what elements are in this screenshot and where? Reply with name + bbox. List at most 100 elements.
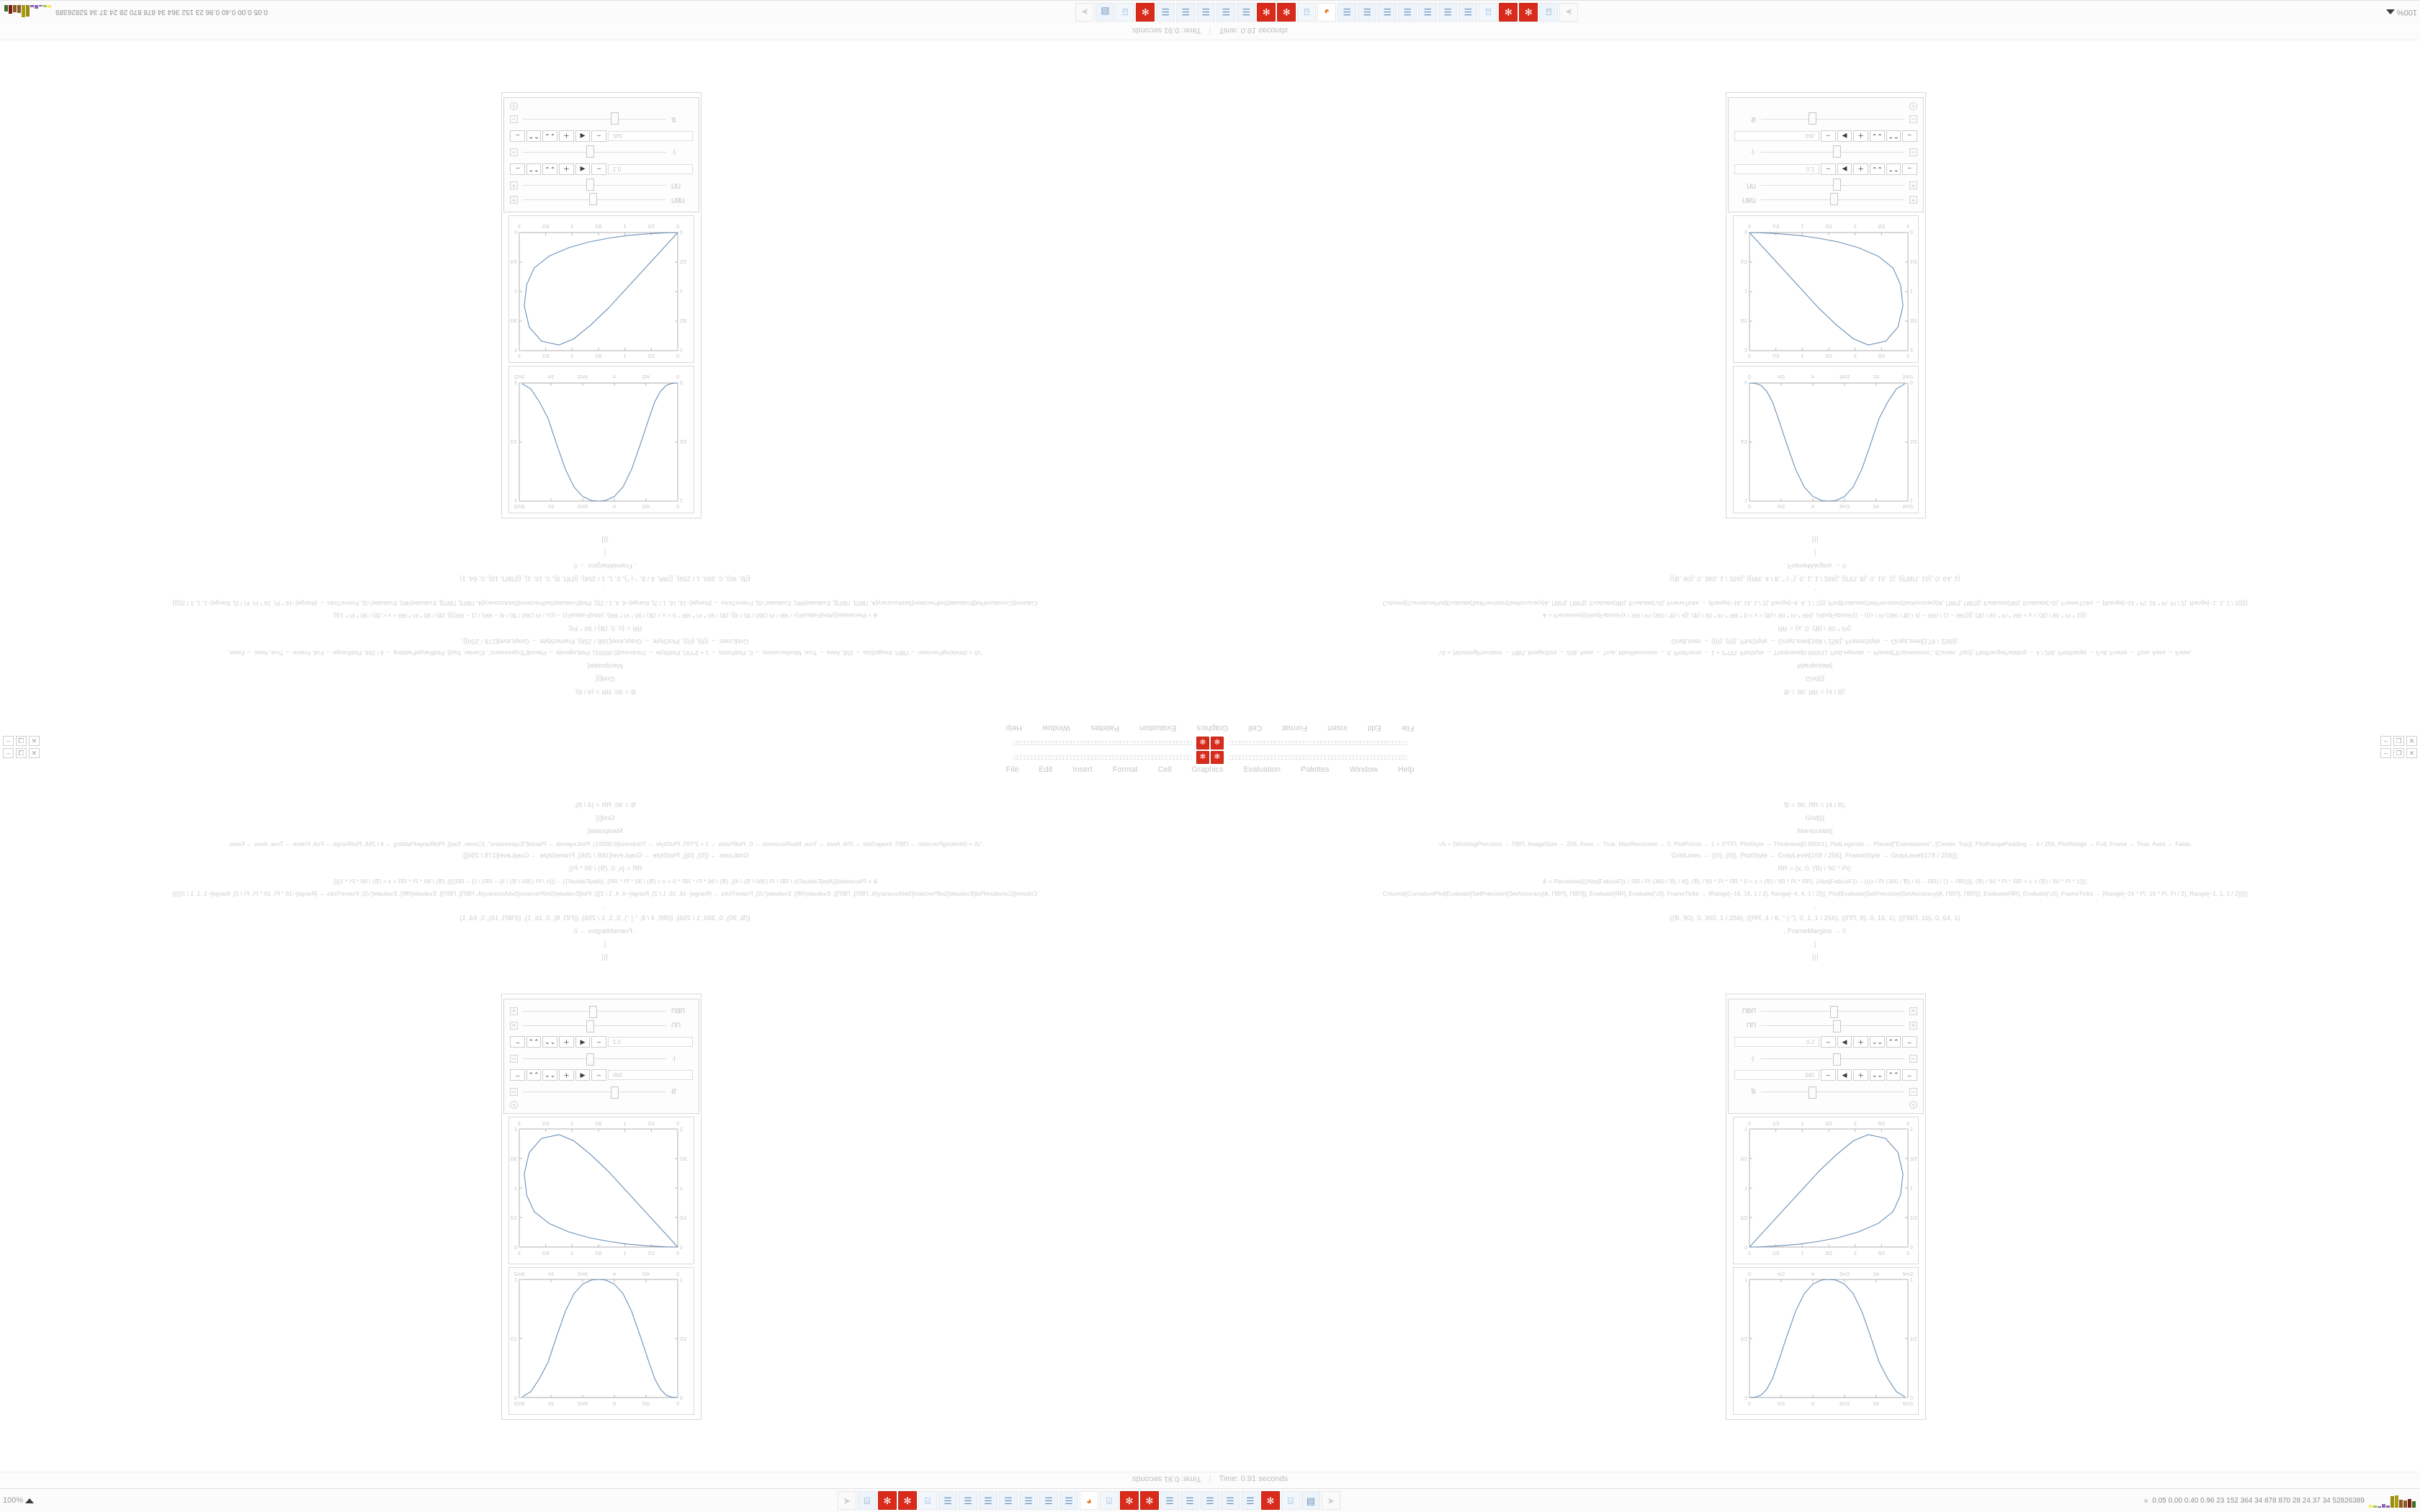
manipulate-button-4[interactable]: ⌃⌃ bbox=[1886, 130, 1901, 142]
manipulate-value-field[interactable]: 0.2 bbox=[607, 1037, 693, 1047]
manipulate-button-4[interactable]: ⌃⌃ bbox=[526, 1069, 542, 1081]
calculator-icon-3[interactable]: ⌸ bbox=[1116, 3, 1135, 22]
calculator-icon-2[interactable]: ⌸ bbox=[1297, 3, 1317, 22]
manipulate-button-4[interactable]: ⌃⌃ bbox=[1886, 1036, 1901, 1048]
notebook-window-icon-5[interactable]: ☰ bbox=[1378, 3, 1397, 22]
manipulate-output-cell[interactable]: 0 0 π/2 π/2 π π 3π/2 3π/2 2π 2π 5π/2 5π/2 0 0 1/2 1/2 1 1… bbox=[501, 92, 702, 518]
slider-expand-button[interactable]: + bbox=[1909, 196, 1917, 204]
taskbar-bottom-icons[interactable]: ➤ ⌸ ✻ ✻ ⌸ ☰ ☰ ☰ ☰ ☰ ☰ ☰ ◕ ⌸ ✻ ✻ ☰ ☰ ☰ ☰ ☰ ✻ ⌸ ▤ ➤ bbox=[34, 1491, 2144, 1510]
app-launcher-icon[interactable]: ➤ bbox=[837, 1491, 856, 1510]
manipulate-button-0[interactable]: – bbox=[1821, 1069, 1836, 1081]
slider-track[interactable] bbox=[523, 193, 666, 206]
slider-expand-button[interactable]: – bbox=[1909, 115, 1917, 124]
slider-theta[interactable]: Ɓ – bbox=[1734, 112, 1917, 127]
slider-thumb[interactable] bbox=[1808, 1086, 1816, 1099]
mathematica-kernel-icon-2[interactable]: ✻ bbox=[1499, 3, 1518, 22]
calculator-icon[interactable]: ⌸ bbox=[1479, 3, 1498, 22]
calculator-icon[interactable]: ⌸ bbox=[918, 1491, 937, 1510]
menu-item-edit[interactable]: Edit bbox=[1039, 765, 1053, 774]
maximize-button-3[interactable]: ❐ bbox=[2393, 736, 2404, 746]
manipulate-button-3[interactable]: ⌄⌄ bbox=[1870, 163, 1885, 175]
notebook-window-icon-8[interactable]: ☰ bbox=[1160, 1491, 1179, 1510]
manipulate-button-4[interactable]: ⌃⌃ bbox=[526, 130, 542, 142]
notebook-window-icon-3[interactable]: ☰ bbox=[978, 1491, 998, 1510]
menu-item-palettes[interactable]: Palettes bbox=[1300, 765, 1330, 774]
slider-track[interactable] bbox=[1761, 1005, 1904, 1018]
slider-expand-button[interactable]: + bbox=[510, 1007, 518, 1015]
slider-expand-button[interactable]: – bbox=[510, 1087, 518, 1096]
window-controls-left-row1[interactable]: ✕ ❐ – bbox=[3, 736, 40, 746]
menu-item-window[interactable]: Window bbox=[1042, 724, 1071, 732]
window-titlebar-bottom[interactable]: Time: 0.91 seconds | Time: 0.91 seconds bbox=[0, 1472, 2420, 1488]
slider-rr[interactable]: ·|· – bbox=[510, 1051, 693, 1066]
slider-pvp[interactable]: ПВП + bbox=[1734, 1004, 1917, 1018]
menu-item-file[interactable]: File bbox=[1005, 765, 1019, 774]
notebook-window-icon-9[interactable]: ☰ bbox=[1216, 3, 1236, 22]
manipulate-button-4[interactable]: ⌃⌃ bbox=[1886, 1069, 1901, 1081]
archive-icon[interactable]: ▤ bbox=[1095, 3, 1115, 22]
manipulate-button-2[interactable]: ＋ bbox=[559, 163, 574, 175]
chevron-down-icon[interactable] bbox=[2385, 9, 2395, 15]
manipulate-button-0[interactable]: – bbox=[591, 1069, 606, 1081]
buttons-row-2[interactable]: 345– ◀ ＋ ⌄⌄ ⌃⌃ ← bbox=[1734, 128, 1917, 144]
manipulate-button-5[interactable]: ← bbox=[1902, 163, 1917, 175]
kernel-status-icon-3[interactable]: ✻ bbox=[1196, 751, 1209, 764]
slider-pvp[interactable]: ПВП + bbox=[1734, 193, 1917, 207]
notebook-quadrant-top-right[interactable]: 0 0 π/2 π/2 π π 3π/2 3π/2 2π 2π 5π/2 5π/2 0 0 1/2 1/2 1 1… bbox=[1721, 72, 1930, 518]
mathematica-kernel-icon-2[interactable]: ✻ bbox=[897, 1491, 917, 1510]
code-block-bottom-left[interactable]: Ɓ = 90; ЯR = (4 / 8); Grid[{{Manipulate[⤥… bbox=[29, 799, 1181, 964]
notebook-window-icon-5[interactable]: ☰ bbox=[1018, 1491, 1038, 1510]
slider-thumb[interactable] bbox=[611, 112, 619, 125]
slider-track[interactable] bbox=[523, 1005, 666, 1018]
code-block-top-left[interactable]: Ɓ = 90; ЯR = (4 / 8); Grid[{{Manipulate[⤥… bbox=[29, 533, 1181, 698]
menu-item-insert[interactable]: Insert bbox=[1072, 765, 1093, 774]
manipulate-button-4[interactable]: ⌃⌃ bbox=[526, 163, 542, 175]
notebook-window-icon-2[interactable]: ☰ bbox=[1438, 3, 1458, 22]
manipulate-button-3[interactable]: ⌄⌄ bbox=[1870, 1036, 1885, 1048]
window-controls-right[interactable]: – ❐ ✕ – ❐ ✕ bbox=[2380, 736, 2417, 758]
manipulate-button-1[interactable]: ◀ bbox=[1837, 1069, 1852, 1081]
notebook-window-icon-6[interactable]: ☰ bbox=[1039, 1491, 1058, 1510]
firefox-icon[interactable]: ◕ bbox=[1317, 3, 1337, 22]
terminal-icon[interactable]: ⌸ bbox=[857, 1491, 877, 1510]
mathematica-kernel-icon-3[interactable]: ✻ bbox=[1119, 1491, 1139, 1510]
chevron-up-icon[interactable] bbox=[25, 1498, 35, 1503]
firefox-icon[interactable]: ◕ bbox=[1079, 1491, 1098, 1510]
slider-track[interactable] bbox=[1761, 1053, 1904, 1066]
manipulate-button-3[interactable]: ⌄⌄ bbox=[542, 1069, 557, 1081]
notebook-window-icon-8[interactable]: ☰ bbox=[1237, 3, 1256, 22]
close-button[interactable]: ✕ bbox=[29, 736, 40, 746]
notebook-quadrant-bottom-left[interactable]: ПВП + ПП +0.2– ◀ ＋ ⌄⌄ ⌃⌃ ← ·|· –345– ◀ ＋ ⌄⌄ ⌃⌃ ← Ɓ – +0 0 1/… bbox=[497, 994, 706, 1440]
system-monitor-bottom[interactable]: » 0.05 0.00 0.40 0.96 23 152 364 34 878 … bbox=[2144, 1493, 2420, 1508]
pointer-icon[interactable]: ➤ bbox=[1321, 1491, 1340, 1510]
manipulate-button-3[interactable]: ⌄⌄ bbox=[1870, 130, 1885, 142]
slider-thumb[interactable] bbox=[1832, 1020, 1841, 1032]
slider-expand-button[interactable]: + bbox=[510, 1021, 518, 1030]
toolbar-row-1[interactable]: □□□□□□□□□□□□□□□□□□□□□□□□□□□□□□□□□□□□□□□□… bbox=[0, 737, 2420, 750]
mathematica-kernel-icon-4[interactable]: ✻ bbox=[1139, 1491, 1159, 1510]
manipulate-button-3[interactable]: ⌄⌄ bbox=[1870, 1069, 1885, 1081]
manipulate-value-field[interactable]: 0.2 bbox=[1734, 164, 1820, 174]
code-block-bottom-right[interactable]: Ɓ = 90; ЯR = (4 / 8); Grid[{{Manipulate[⤥… bbox=[1239, 799, 2391, 964]
manipulate-value-field[interactable]: 345 bbox=[1734, 1070, 1820, 1080]
manipulate-button-1[interactable]: ◀ bbox=[575, 163, 591, 175]
terminal-icon[interactable]: ⌸ bbox=[1539, 3, 1559, 22]
notebook-window-icon-12[interactable]: ☰ bbox=[1240, 1491, 1260, 1510]
slider-expand-button[interactable]: + bbox=[1909, 181, 1917, 190]
slider-pp[interactable]: ПП + bbox=[1734, 179, 1917, 193]
archive-icon[interactable]: ▤ bbox=[1301, 1491, 1320, 1510]
manipulate-add-bookmark-button[interactable]: + bbox=[510, 102, 518, 110]
notebook-window-icon-12[interactable]: ☰ bbox=[1156, 3, 1175, 22]
manipulate-button-2[interactable]: ＋ bbox=[1853, 130, 1868, 142]
manipulate-value-field[interactable]: 345 bbox=[1734, 131, 1820, 141]
slider-expand-button[interactable]: – bbox=[1909, 1087, 1917, 1096]
slider-thumb[interactable] bbox=[589, 1005, 598, 1018]
menu-item-graphics[interactable]: Graphics bbox=[1196, 724, 1229, 732]
menubar-mirrored[interactable]: File Edit Insert Format Cell Graphics Evaluati… bbox=[0, 724, 2420, 732]
slider-expand-button[interactable]: + bbox=[510, 196, 518, 204]
manipulate-panel[interactable]: ПВП + ПП +0.2– ◀ ＋ ⌄⌄ ⌃⌃ ← ·|· –345– ◀ ＋ ⌄⌄ ⌃⌃ ← Ɓ – + bbox=[1728, 999, 1924, 1114]
buttons-row-2[interactable]: 345– ◀ ＋ ⌄⌄ ⌃⌃ ← bbox=[510, 128, 693, 144]
slider-track[interactable] bbox=[523, 1020, 666, 1032]
manipulate-output-cell[interactable]: 0 0 π/2 π/2 π π 3π/2 3π/2 2π 2π 5π/2 5π/2 0 0 1/2 1/2 1 1… bbox=[1726, 92, 1926, 518]
window-titlebar-top[interactable]: Time: 0.91 seconds | Time: 0.91 seconds bbox=[0, 24, 2420, 40]
